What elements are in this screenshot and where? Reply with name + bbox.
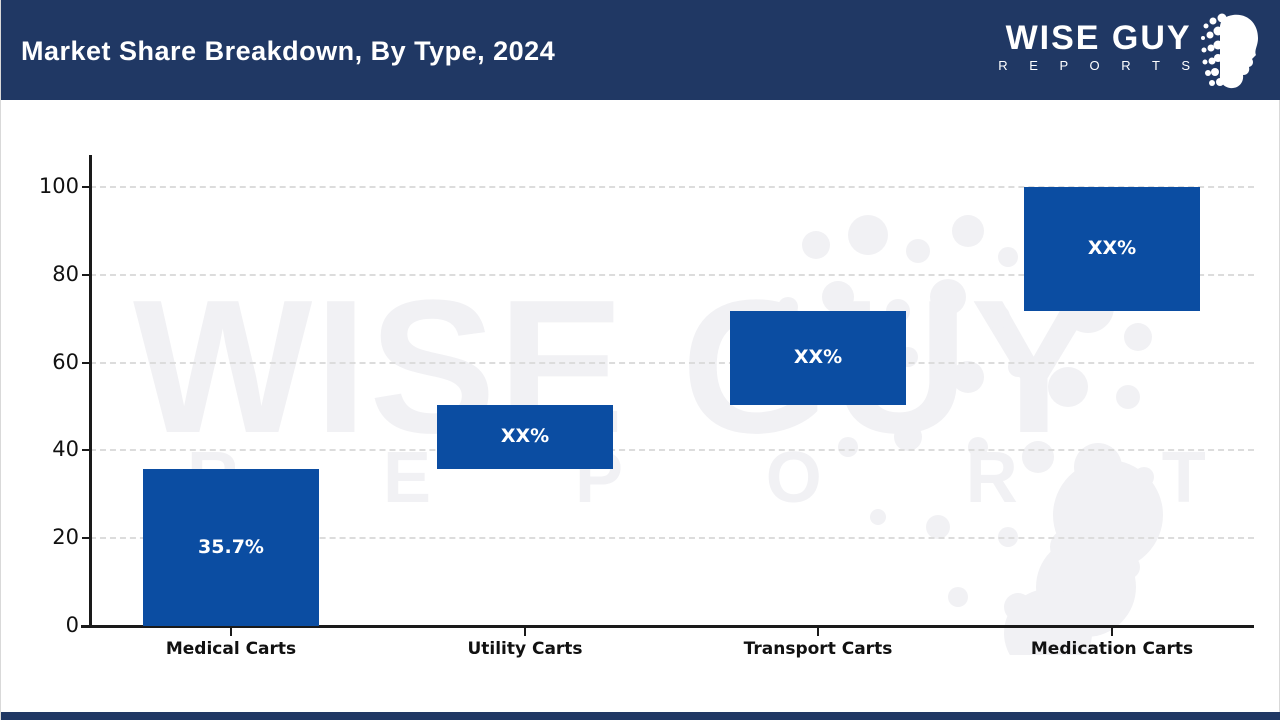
bar-value-label-utility-carts: XX% bbox=[500, 425, 550, 448]
logo-text: WISE GUY R E P O R T S bbox=[998, 20, 1199, 73]
y-tick-20 bbox=[82, 537, 90, 540]
y-tick-40 bbox=[82, 449, 90, 452]
x-axis bbox=[81, 625, 1254, 628]
y-tick-label-20: 20 bbox=[52, 525, 79, 550]
footer-bar bbox=[1, 712, 1280, 720]
y-tick-label-0: 0 bbox=[65, 613, 79, 637]
logo-head-icon bbox=[1201, 13, 1258, 89]
y-tick-label-80: 80 bbox=[52, 261, 79, 286]
x-tick-medication-carts bbox=[1111, 628, 1113, 636]
x-tick-utility-carts bbox=[524, 628, 526, 636]
header-bar: Market Share Breakdown, By Type, 2024 WI… bbox=[1, 0, 1280, 100]
category-label-utility-carts: Utility Carts bbox=[467, 639, 583, 659]
logo-wordmark: WISE GUY bbox=[1005, 19, 1192, 57]
gridline-60 bbox=[90, 361, 1254, 364]
category-label-medical-carts: Medical Carts bbox=[165, 639, 297, 659]
y-tick-100 bbox=[82, 186, 90, 188]
y-tick-label-60: 60 bbox=[52, 349, 79, 374]
category-label-medication-carts: Medication Carts bbox=[1030, 639, 1194, 659]
gridline-40 bbox=[90, 449, 1254, 452]
x-tick-medical-carts bbox=[230, 628, 232, 636]
gridline-20 bbox=[90, 537, 1254, 540]
category-label-transport-carts: Transport Carts bbox=[743, 639, 893, 659]
wise-guy-logo: WISE GUY R E P O R T S bbox=[998, 6, 1267, 96]
y-tick-80 bbox=[82, 273, 90, 276]
chart-title: Market Share Breakdown, By Type, 2024 bbox=[21, 36, 556, 66]
x-tick-transport-carts bbox=[817, 628, 819, 636]
bar-utility-carts bbox=[437, 405, 613, 470]
gridline-80 bbox=[90, 273, 1254, 276]
bar-medical-carts bbox=[143, 469, 319, 626]
bar-value-label-transport-carts: XX% bbox=[793, 346, 843, 369]
y-axis bbox=[89, 155, 92, 628]
bar-value-label-medication-carts: XX% bbox=[1087, 237, 1137, 260]
logo-subtitle: R E P O R T S bbox=[998, 58, 1199, 73]
y-tick-label-40: 40 bbox=[52, 437, 79, 462]
y-tick-60 bbox=[82, 361, 90, 364]
bar-value-label-medical-carts: 35.7% bbox=[198, 535, 264, 558]
bar-transport-carts bbox=[730, 311, 906, 406]
y-tick-label-100: 100 bbox=[38, 174, 79, 198]
bar-medication-carts bbox=[1024, 187, 1200, 312]
gridline-100 bbox=[90, 186, 1254, 188]
